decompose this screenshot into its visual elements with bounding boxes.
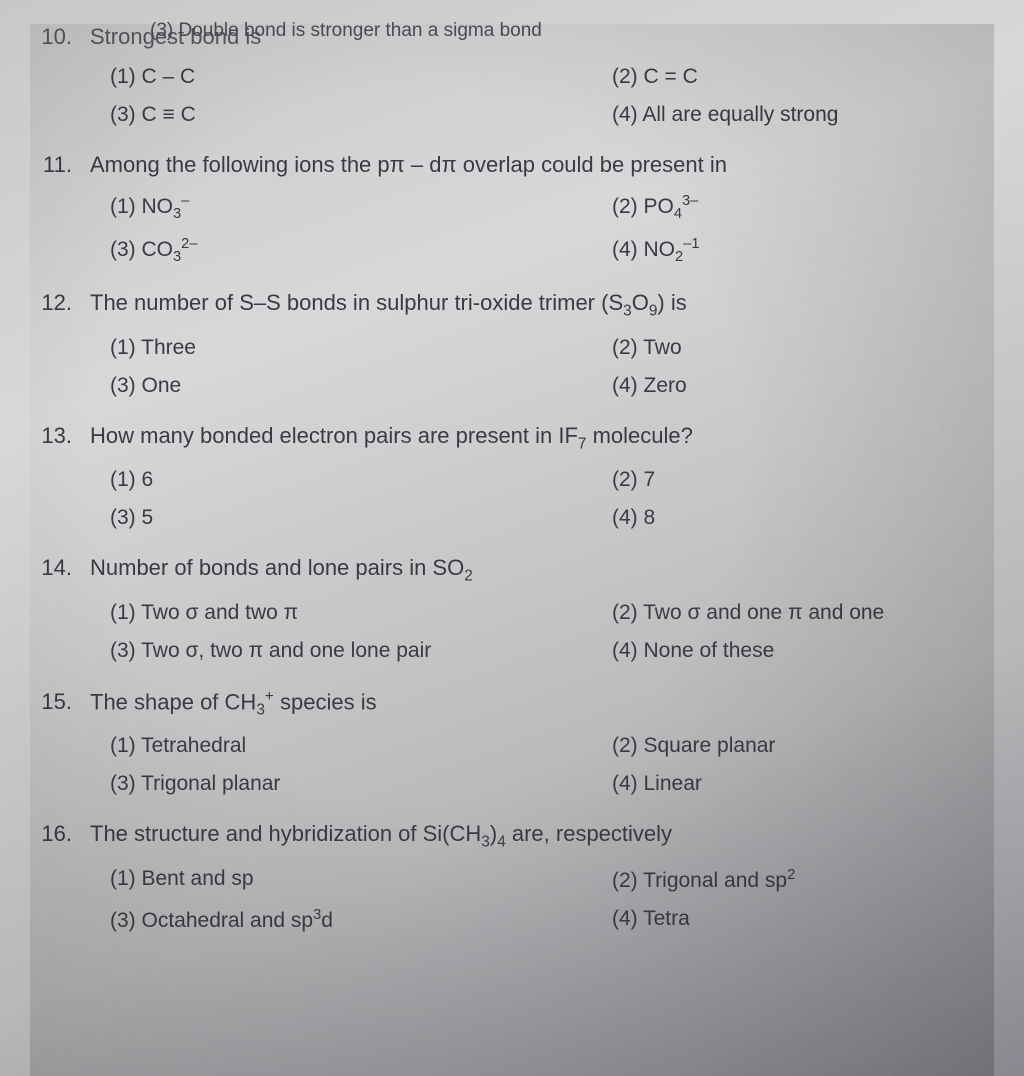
option-3: (3) Octahedral and sp3d [110, 900, 552, 940]
option-2: (2) C = C [552, 58, 994, 96]
text-part: molecule? [586, 423, 692, 448]
question-number: 13. [30, 423, 90, 449]
option-2: (2) Trigonal and sp2 [552, 860, 994, 900]
worksheet-page: (3) Double bond is stronger than a sigma… [30, 24, 994, 1076]
option-2: (2) 7 [552, 461, 994, 499]
text-part: O [632, 290, 649, 315]
text-part: The number of S–S bonds in sulphur tri-o… [90, 290, 623, 315]
option-4: (4) 8 [552, 499, 994, 537]
option-3: (3) C ≡ C [110, 96, 552, 134]
superscript: 3– [682, 193, 698, 209]
option-3: (3) One [110, 367, 552, 405]
partial-previous-option: (3) Double bond is stronger than a sigma… [150, 20, 542, 42]
text-part: are, respectively [506, 821, 672, 846]
question-14: 14. Number of bonds and lone pairs in SO… [30, 555, 994, 669]
subscript: 2 [464, 568, 473, 585]
subscript: 2 [675, 249, 683, 265]
question-11: 11. Among the following ions the pπ – dπ… [30, 152, 994, 272]
question-12: 12. The number of S–S bonds in sulphur t… [30, 290, 994, 404]
option-1: (1) Two σ and two π [110, 594, 552, 632]
option-4: (4) Tetra [552, 900, 994, 940]
option-label: (3) Octahedral and sp [110, 909, 313, 932]
subscript: 4 [497, 834, 506, 851]
subscript: 3 [623, 303, 632, 320]
question-number: 16. [30, 821, 90, 847]
text-part: The structure and hybridization of Si(CH [90, 821, 481, 846]
option-label: (3) CO [110, 238, 173, 261]
superscript: – [181, 193, 189, 209]
question-15: 15. The shape of CH3+ species is (1) Tet… [30, 688, 994, 804]
option-label: (2) Trigonal and sp [612, 869, 787, 892]
question-number: 10. [30, 24, 90, 50]
question-number: 12. [30, 290, 90, 316]
option-1: (1) Bent and sp [110, 860, 552, 900]
question-text: The structure and hybridization of Si(CH… [90, 821, 994, 851]
question-number: 14. [30, 555, 90, 581]
subscript: 3 [173, 206, 181, 222]
option-1: (1) Three [110, 329, 552, 367]
option-3: (3) CO32– [110, 229, 552, 272]
subscript: 3 [173, 249, 181, 265]
option-1: (1) C – C [110, 58, 552, 96]
option-3: (3) Trigonal planar [110, 765, 552, 803]
option-label: (4) Tetra [612, 907, 690, 930]
option-4: (4) None of these [552, 632, 994, 670]
option-1: (1) NO3– [110, 186, 552, 229]
option-label: (1) NO [110, 195, 173, 218]
question-text: The number of S–S bonds in sulphur tri-o… [90, 290, 994, 320]
question-number: 11. [30, 152, 90, 178]
question-text: Among the following ions the pπ – dπ ove… [90, 152, 994, 178]
option-4: (4) Zero [552, 367, 994, 405]
option-4: (4) Linear [552, 765, 994, 803]
option-4: (4) NO2–1 [552, 229, 994, 272]
subscript: 4 [674, 206, 682, 222]
option-4: (4) All are equally strong [552, 96, 994, 134]
option-2: (2) PO43– [552, 186, 994, 229]
option-1: (1) 6 [110, 461, 552, 499]
option-2: (2) Two σ and one π and one [552, 594, 994, 632]
text-part: ) is [657, 290, 686, 315]
option-2: (2) Square planar [552, 727, 994, 765]
question-13: 13. How many bonded electron pairs are p… [30, 423, 994, 537]
option-1: (1) Tetrahedral [110, 727, 552, 765]
option-3: (3) Two σ, two π and one lone pair [110, 632, 552, 670]
text-part: Number of bonds and lone pairs in SO [90, 555, 464, 580]
option-label: d [321, 909, 333, 932]
question-text: How many bonded electron pairs are prese… [90, 423, 994, 453]
subscript: 3 [256, 701, 265, 718]
question-text: The shape of CH3+ species is [90, 688, 994, 720]
subscript: 3 [481, 834, 490, 851]
option-label: (2) PO [612, 195, 674, 218]
option-label: (4) NO [612, 238, 675, 261]
text-part: species is [274, 689, 377, 714]
option-2: (2) Two [552, 329, 994, 367]
question-text: Number of bonds and lone pairs in SO2 [90, 555, 994, 585]
question-number: 15. [30, 689, 90, 715]
superscript: 2– [181, 236, 197, 252]
option-3: (3) 5 [110, 499, 552, 537]
superscript: + [265, 688, 274, 705]
superscript: –1 [683, 236, 699, 252]
text-part: How many bonded electron pairs are prese… [90, 423, 578, 448]
text-part: The shape of CH [90, 689, 256, 714]
question-16: 16. The structure and hybridization of S… [30, 821, 994, 939]
superscript: 2 [787, 867, 795, 883]
